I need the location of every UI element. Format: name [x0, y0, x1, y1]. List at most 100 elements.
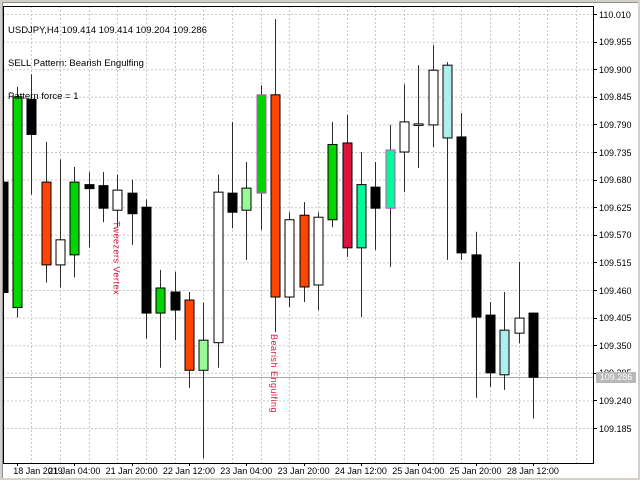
candle: [370, 162, 381, 250]
pattern-annotation-text: Tweezers Vertex: [111, 220, 122, 295]
price-axis-label: 110.010: [599, 9, 631, 20]
candle-body: [98, 185, 109, 209]
candle: [184, 292, 195, 388]
time-axis-label: 21 Jan 04:00: [48, 466, 101, 476]
candle-body: [155, 287, 166, 314]
pattern-force-line: Pattern force = 1: [8, 91, 79, 102]
candle-body: [399, 121, 410, 153]
price-axis-label: 109.845: [599, 92, 632, 103]
candle: [313, 212, 324, 311]
price-axis-label: 109.185: [599, 423, 632, 434]
candle-body: [241, 187, 252, 211]
candle-body: [270, 94, 281, 298]
candle-body: [141, 206, 152, 314]
chart-ohlc-overlay: USDJPY,H4 109.414 109.414 109.204 109.28…: [8, 3, 207, 124]
candle: [514, 261, 525, 344]
candle-body: [127, 192, 138, 215]
candle: [413, 65, 424, 169]
candle-body: [170, 291, 181, 311]
candle: [327, 121, 338, 228]
candle: [428, 45, 439, 147]
candle: [385, 124, 396, 267]
candle: [84, 172, 95, 248]
candle: [141, 199, 152, 339]
candle-body: [55, 239, 66, 266]
candle: [342, 114, 353, 257]
candle-body: [198, 339, 209, 371]
candle: [112, 174, 123, 228]
candle: [256, 85, 267, 230]
candle: [270, 19, 281, 333]
time-axis-label: 21 Jan 20:00: [105, 466, 158, 476]
candle: [198, 302, 209, 459]
time-axis-label: 25 Jan 04:00: [392, 466, 445, 476]
time-axis-label: 25 Jan 20:00: [449, 466, 502, 476]
price-axis-label: 109.625: [599, 202, 632, 213]
candle-body: [413, 123, 424, 126]
price-axis-label: 109.405: [599, 313, 632, 324]
candle: [356, 152, 367, 318]
candle: [41, 141, 52, 283]
candle: [26, 74, 37, 195]
candle-body: [299, 214, 310, 288]
time-axis-label: 23 Jan 20:00: [277, 466, 330, 476]
candle-body: [26, 98, 37, 135]
candle-body: [12, 96, 23, 309]
candle-body: [256, 94, 267, 194]
candle: [55, 159, 66, 288]
candle-body: [284, 219, 295, 298]
candle: [155, 269, 166, 368]
candle-body: [41, 181, 52, 266]
price-axis-label: 109.680: [599, 175, 632, 186]
price-axis-label: 109.350: [599, 340, 632, 351]
candle-body: [456, 136, 467, 254]
candle-body: [69, 181, 80, 256]
time-axis-label: 28 Jan 12:00: [506, 466, 559, 476]
candle: [299, 202, 310, 303]
time-axis-label: 22 Jan 12:00: [162, 466, 215, 476]
pattern-signal-line: SELL Pattern: Bearish Engulfing: [8, 58, 144, 69]
candle-body: [213, 191, 224, 344]
candle: [98, 172, 109, 223]
candle-body: [514, 317, 525, 334]
candle: [127, 179, 138, 245]
candle: [499, 292, 510, 390]
candle-body: [442, 64, 453, 139]
candle: [213, 174, 224, 368]
candle-body: [356, 184, 367, 249]
candle: [442, 62, 453, 260]
symbol-ohlc-line: USDJPY,H4 109.414 109.414 109.204 109.28…: [8, 25, 207, 36]
candle: [456, 112, 467, 260]
price-axis-label: 109.900: [599, 64, 632, 75]
price-axis-label: 109.460: [599, 285, 632, 296]
candle: [485, 302, 496, 387]
price-axis-label: 109.790: [599, 119, 632, 130]
candle-body: [84, 184, 95, 190]
candle: [227, 121, 238, 229]
candle-body: [327, 143, 338, 221]
time-axis-label: 23 Jan 04:00: [220, 466, 273, 476]
bid-price-tag: 109.286: [596, 371, 636, 383]
candle-body: [227, 192, 238, 213]
candle: [528, 312, 539, 419]
candle: [284, 212, 295, 308]
price-axis-label: 109.240: [599, 395, 632, 406]
candle: [69, 167, 80, 278]
candle-body: [528, 312, 539, 378]
candle: [170, 271, 181, 341]
candle-body: [184, 299, 195, 371]
candle: [399, 84, 410, 193]
candle-body: [428, 69, 439, 126]
candle: [241, 162, 252, 260]
time-axis-label: 24 Jan 12:00: [334, 466, 387, 476]
candle-body: [370, 186, 381, 209]
price-axis-label: 109.735: [599, 147, 632, 158]
candle-body: [499, 329, 510, 376]
pattern-annotation-text: Bearish Engulfing: [268, 334, 279, 414]
price-axis-label: 109.955: [599, 37, 632, 48]
candle-body: [112, 189, 123, 211]
candle-body: [485, 314, 496, 374]
candle-body: [313, 216, 324, 286]
